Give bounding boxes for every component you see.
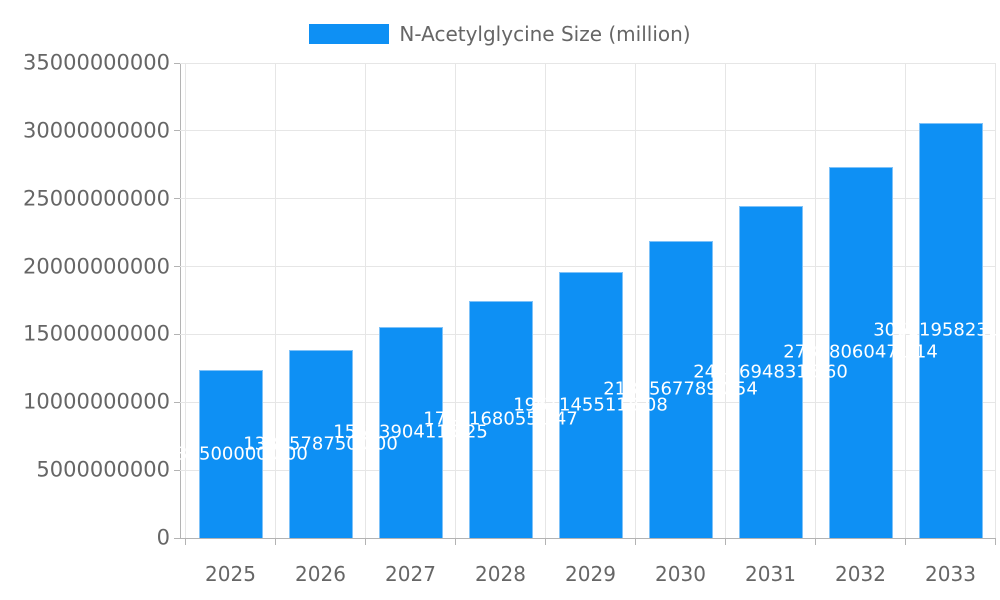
- x-axis-line: [180, 538, 996, 539]
- y-tick-mark: [174, 62, 180, 64]
- x-tick-label: 2029: [565, 562, 616, 586]
- y-axis-line: [180, 63, 181, 539]
- x-tick-mark: [275, 539, 276, 545]
- bar[interactable]: [378, 326, 443, 538]
- bar-value-label: 15563904115.25: [333, 421, 488, 443]
- v-gridline: [995, 63, 996, 538]
- bar[interactable]: [198, 370, 263, 538]
- y-tick-label: 35000000000: [23, 50, 170, 75]
- y-tick-mark: [174, 198, 180, 200]
- v-gridline: [185, 63, 186, 538]
- x-tick-mark: [365, 539, 366, 545]
- bar[interactable]: [288, 349, 353, 538]
- bar-value-label: 30611958231.45: [873, 319, 1000, 341]
- x-tick-mark: [635, 539, 636, 545]
- x-tick-label: 2031: [745, 562, 796, 586]
- x-tick-label: 2032: [835, 562, 886, 586]
- y-tick-label: 15000000000: [23, 321, 170, 346]
- x-tick-mark: [995, 539, 996, 545]
- y-tick-label: 0: [156, 525, 170, 550]
- h-gridline: [180, 198, 996, 200]
- x-tick-mark: [815, 539, 816, 545]
- legend-swatch: [309, 24, 390, 44]
- x-tick-label: 2030: [655, 562, 706, 586]
- y-tick-mark: [174, 130, 180, 132]
- v-gridline: [905, 63, 906, 538]
- h-gridline: [180, 130, 996, 132]
- y-tick-mark: [174, 537, 180, 539]
- y-tick-label: 10000000000: [23, 389, 170, 414]
- y-tick-label: 30000000000: [23, 118, 170, 143]
- x-tick-label: 2033: [925, 562, 976, 586]
- x-tick-label: 2028: [475, 562, 526, 586]
- bar-value-label: 19611455118.08: [513, 394, 668, 416]
- x-tick-mark: [905, 539, 906, 545]
- y-tick-label: 25000000000: [23, 186, 170, 211]
- y-tick-label: 5000000000: [36, 457, 170, 482]
- v-gridline: [725, 63, 726, 538]
- bar-value-label: 27338060471.14: [783, 341, 938, 363]
- bar-value-label: 21885677890.54: [603, 378, 758, 400]
- bar[interactable]: [738, 205, 803, 538]
- bar-value-label: 24466948316.60: [693, 361, 848, 383]
- legend[interactable]: N-Acetylglycine Size (million): [0, 23, 1000, 45]
- y-tick-mark: [174, 266, 180, 268]
- y-tick-label: 20000000000: [23, 254, 170, 279]
- v-gridline: [545, 63, 546, 538]
- x-tick-label: 2027: [385, 562, 436, 586]
- y-tick-mark: [174, 469, 180, 471]
- bar[interactable]: [648, 240, 713, 538]
- bar-value-label: 12355000000.00: [153, 443, 308, 465]
- v-gridline: [365, 63, 366, 538]
- legend-label: N-Acetylglycine Size (million): [399, 22, 691, 46]
- y-tick-mark: [174, 333, 180, 335]
- v-gridline: [275, 63, 276, 538]
- bar[interactable]: [828, 166, 893, 538]
- x-tick-mark: [455, 539, 456, 545]
- bar[interactable]: [468, 300, 533, 538]
- bar[interactable]: [918, 122, 983, 538]
- bar-value-label: 13865787500.00: [243, 433, 398, 455]
- x-tick-label: 2026: [295, 562, 346, 586]
- x-tick-label: 2025: [205, 562, 256, 586]
- h-gridline: [180, 62, 996, 64]
- x-tick-mark: [545, 539, 546, 545]
- bar-value-label: 17471680551.47: [423, 408, 578, 430]
- v-gridline: [815, 63, 816, 538]
- v-gridline: [455, 63, 456, 538]
- y-tick-mark: [174, 401, 180, 403]
- x-tick-mark: [725, 539, 726, 545]
- v-gridline: [635, 63, 636, 538]
- x-tick-mark: [185, 539, 186, 545]
- bar[interactable]: [558, 271, 623, 538]
- h-gridline: [180, 266, 996, 268]
